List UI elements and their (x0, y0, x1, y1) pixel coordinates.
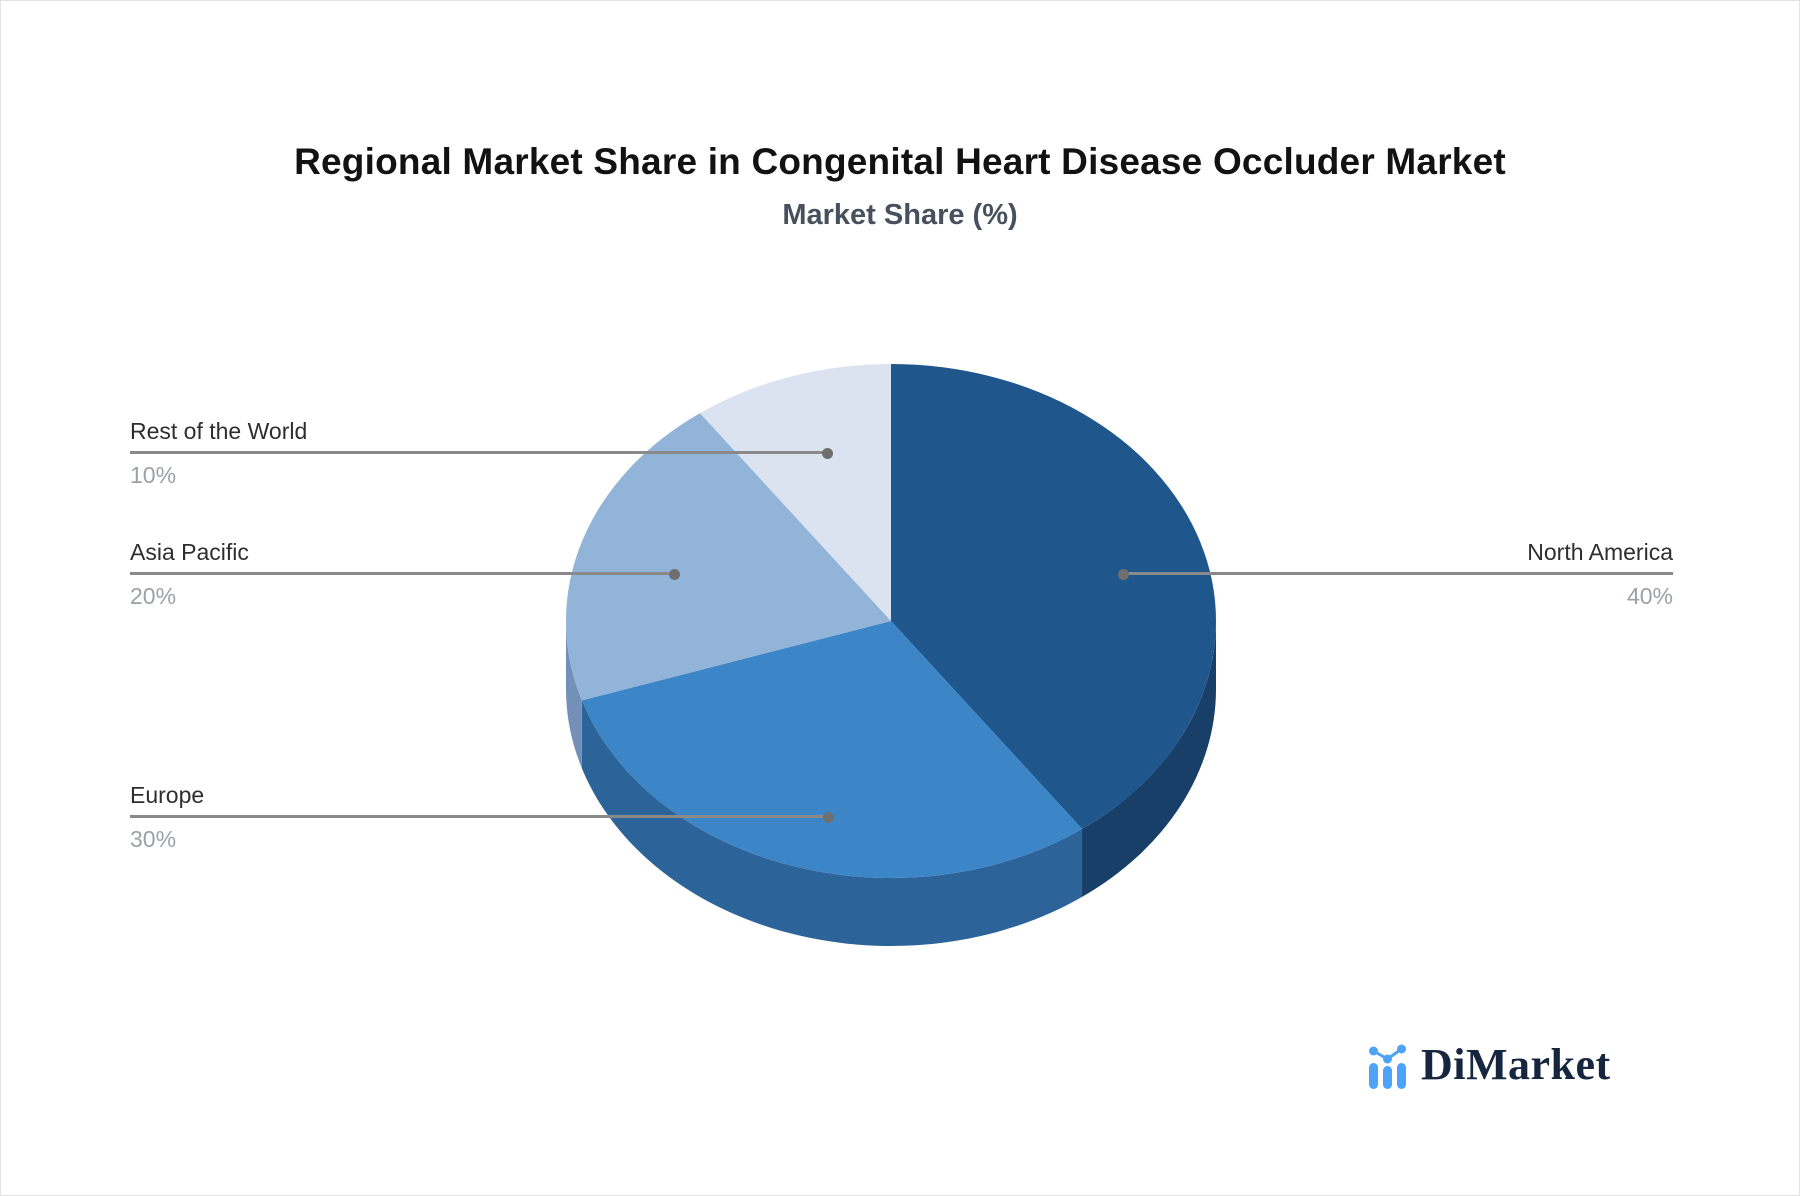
leader-line (130, 815, 828, 818)
pie-slice-north-america (891, 364, 1216, 829)
callout-north-america: North America 40% (1123, 537, 1673, 611)
callout-value: 10% (130, 462, 177, 488)
callout-europe: Europe 30% (130, 780, 828, 854)
callout-rest-of-the-world: Rest of the World 10% (130, 416, 827, 490)
callout-value: 30% (130, 826, 177, 852)
pie-slice-side-europe (581, 700, 1083, 946)
leader-dot (669, 569, 680, 580)
pie-slice-europe (581, 621, 1083, 878)
callout-label: Rest of the World (130, 418, 308, 444)
callout-asia-pacific: Asia Pacific 20% (130, 537, 674, 611)
callout-value: 40% (1626, 583, 1673, 609)
callout-label: North America (1527, 539, 1673, 565)
leader-line (130, 451, 827, 454)
pie-slice-side-north-america (1082, 621, 1216, 897)
pie-slice-rest-of-the-world (699, 364, 891, 621)
brand-logo: DiMarket (1368, 1041, 1611, 1089)
pie-slice-side-asia-pacific (566, 621, 582, 769)
leader-line (1123, 572, 1673, 575)
chart-title: Regional Market Share in Congenital Hear… (294, 141, 1506, 182)
pie-slice-asia-pacific (565, 413, 891, 701)
bar-line-chart-icon (1369, 1044, 1406, 1089)
leader-dot (1118, 569, 1129, 580)
brand-name: DiMarket (1421, 1040, 1611, 1089)
chart-subtitle: Market Share (%) (782, 199, 1018, 231)
callout-label: Asia Pacific (130, 539, 249, 565)
callout-label: Europe (130, 782, 205, 808)
callout-value: 20% (130, 583, 177, 609)
leader-line (130, 572, 674, 575)
leader-dot (823, 812, 834, 823)
leader-dot (822, 448, 833, 459)
